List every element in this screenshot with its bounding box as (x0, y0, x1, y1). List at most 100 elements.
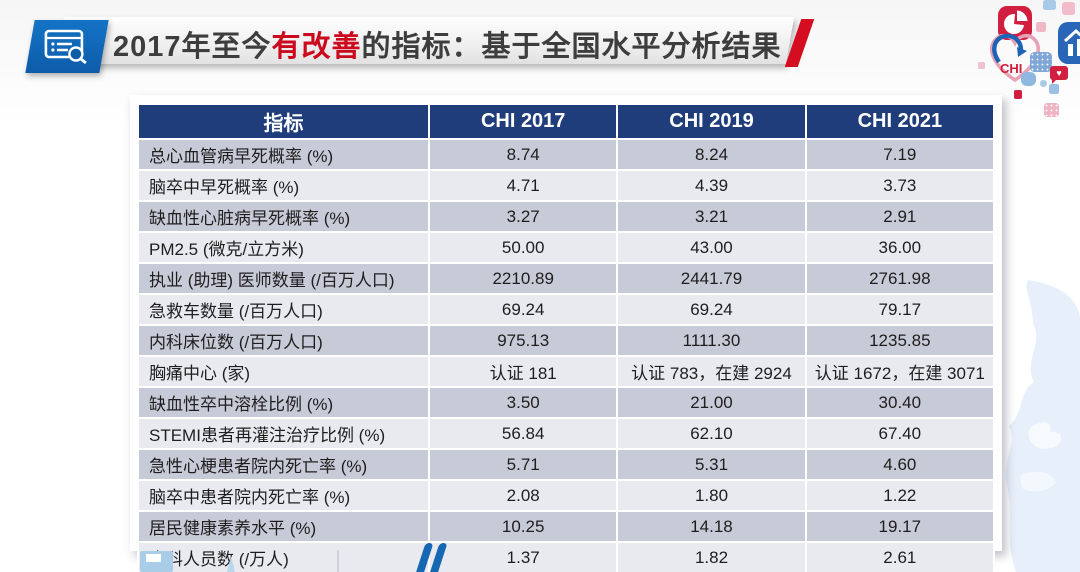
deco-square (1014, 90, 1022, 99)
value-cell: 19.17 (804, 510, 996, 543)
chi-heart-logo: CHI (990, 33, 1040, 83)
value-cell: 认证 181 (428, 355, 619, 388)
table-card: 指标 CHI 2017 CHI 2019 CHI 2021 总心血管病早死概率 … (130, 95, 1002, 572)
col-header-chi2019: CHI 2019 (616, 103, 807, 140)
list-search-icon (44, 29, 87, 65)
table-row: 总心血管病早死概率 (%) 8.74 8.24 7.19 (136, 138, 996, 171)
value-cell: 69.24 (428, 293, 619, 326)
value-cell: 认证 1672，在建 3071 (804, 355, 996, 388)
value-cell: 2441.79 (616, 262, 807, 295)
value-cell: 4.71 (428, 169, 619, 202)
value-cell: 2.61 (804, 541, 996, 572)
table-body: 总心血管病早死概率 (%) 8.74 8.24 7.19 脑卒中早死概率 (%)… (136, 138, 996, 572)
indicator-cell: 总心血管病早死概率 (%) (136, 138, 431, 171)
indicator-cell: PM2.5 (微克/立方米) (136, 231, 431, 264)
value-cell: 5.71 (428, 448, 619, 481)
value-cell: 2761.98 (804, 262, 996, 295)
deco-square (1036, 22, 1046, 32)
indicator-table: 指标 CHI 2017 CHI 2019 CHI 2021 总心血管病早死概率 … (136, 103, 996, 572)
value-cell: 3.21 (616, 200, 807, 233)
indicator-cell: 执业 (助理) 医师数量 (/百万人口) (136, 262, 431, 295)
indicator-cell: 急性心梗患者院内死亡率 (%) (136, 448, 431, 481)
table-row: PM2.5 (微克/立方米) 50.00 43.00 36.00 (136, 231, 996, 264)
box-icon (140, 551, 173, 572)
table-row: 执业 (助理) 医师数量 (/百万人口) 2210.89 2441.79 276… (136, 262, 996, 295)
table-row: 胸痛中心 (家) 认证 181 认证 783，在建 2924 认证 1672，在… (136, 355, 996, 388)
table-row: 急性心梗患者院内死亡率 (%) 5.71 5.31 4.60 (136, 448, 996, 481)
deco-square (978, 62, 985, 69)
indicator-cell: 胸痛中心 (家) (136, 355, 431, 388)
china-map-watermark (1005, 280, 1080, 572)
value-cell: 1235.85 (804, 324, 996, 357)
indicator-cell: STEMI患者再灌注治疗比例 (%) (136, 417, 431, 450)
indicator-cell: 全科人员数 (/万人) (136, 541, 431, 572)
value-cell: 8.74 (428, 138, 619, 171)
value-cell: 1111.30 (616, 324, 807, 357)
table-header-row: 指标 CHI 2017 CHI 2019 CHI 2021 (136, 103, 996, 140)
value-cell: 3.50 (428, 386, 619, 419)
table-row: 内科床位数 (/百万人口) 975.13 1111.30 1235.85 (136, 324, 996, 357)
table-row: 缺血性心脏病早死概率 (%) 3.27 3.21 2.91 (136, 200, 996, 233)
indicator-cell: 脑卒中早死概率 (%) (136, 169, 431, 202)
value-cell: 62.10 (616, 417, 807, 450)
value-cell: 1.82 (616, 541, 807, 572)
value-cell: 1.37 (428, 541, 619, 572)
title-icon-plate (25, 20, 109, 73)
value-cell: 1.80 (616, 479, 807, 512)
svg-text:CHI: CHI (1000, 61, 1022, 76)
value-cell: 30.40 (804, 386, 996, 419)
pole-decoration (337, 550, 339, 572)
value-cell: 4.60 (804, 448, 996, 481)
deco-square (1040, 80, 1047, 87)
indicator-cell: 缺血性卒中溶栓比例 (%) (136, 386, 431, 419)
value-cell: 5.31 (616, 448, 807, 481)
value-cell: 79.17 (804, 293, 996, 326)
title-highlight: 有改善 (271, 31, 362, 63)
value-cell: 2.91 (804, 200, 996, 233)
indicator-cell: 居民健康素养水平 (%) (136, 510, 431, 543)
building-chart-icon (1058, 22, 1080, 64)
deco-square (1021, 72, 1036, 86)
indicator-cell: 内科床位数 (/百万人口) (136, 324, 431, 357)
value-cell: 认证 783，在建 2924 (616, 355, 807, 388)
value-cell: 36.00 (804, 231, 996, 264)
title-part1: 2017年至今 (113, 31, 272, 63)
table-row: STEMI患者再灌注治疗比例 (%) 56.84 62.10 67.40 (136, 417, 996, 450)
tower-icon (227, 556, 235, 572)
deco-dotted-square (1030, 52, 1052, 72)
value-cell: 14.18 (616, 510, 807, 543)
title-part2: 的指标：基于全国水平分析结果 (361, 31, 782, 63)
col-header-chi2021: CHI 2021 (804, 103, 996, 140)
table-row: 全科人员数 (/万人) 1.37 1.82 2.61 (136, 541, 996, 572)
value-cell: 2.08 (428, 479, 619, 512)
value-cell: 975.13 (428, 324, 619, 357)
value-cell: 10.25 (428, 510, 619, 543)
deco-square (1062, 2, 1075, 15)
value-cell: 67.40 (804, 417, 996, 450)
value-cell: 21.00 (616, 386, 807, 419)
col-header-indicator: 指标 (136, 103, 431, 140)
value-cell: 69.24 (616, 293, 807, 326)
value-cell: 43.00 (616, 231, 807, 264)
deco-square (1049, 84, 1059, 94)
heart-bubble-icon: ♥ (1050, 66, 1068, 84)
indicator-cell: 缺血性心脏病早死概率 (%) (136, 200, 431, 233)
deco-square (1043, 0, 1056, 10)
value-cell: 2210.89 (428, 262, 619, 295)
value-cell: 4.39 (616, 169, 807, 202)
indicator-cell: 急救车数量 (/百万人口) (136, 293, 431, 326)
value-cell: 56.84 (428, 417, 619, 450)
value-cell: 1.22 (804, 479, 996, 512)
value-cell: 3.73 (804, 169, 996, 202)
table-row: 脑卒中早死概率 (%) 4.71 4.39 3.73 (136, 169, 996, 202)
table-row: 脑卒中患者院内死亡率 (%) 2.08 1.80 1.22 (136, 479, 996, 512)
page-title: 2017年至今有改善的指标：基于全国水平分析结果 (113, 23, 782, 65)
value-cell: 7.19 (804, 138, 996, 171)
value-cell: 8.24 (616, 138, 807, 171)
value-cell: 50.00 (428, 231, 619, 264)
value-cell: 3.27 (428, 200, 619, 233)
col-header-chi2017: CHI 2017 (428, 103, 619, 140)
table-row: 急救车数量 (/百万人口) 69.24 69.24 79.17 (136, 293, 996, 326)
indicator-cell: 脑卒中患者院内死亡率 (%) (136, 479, 431, 512)
